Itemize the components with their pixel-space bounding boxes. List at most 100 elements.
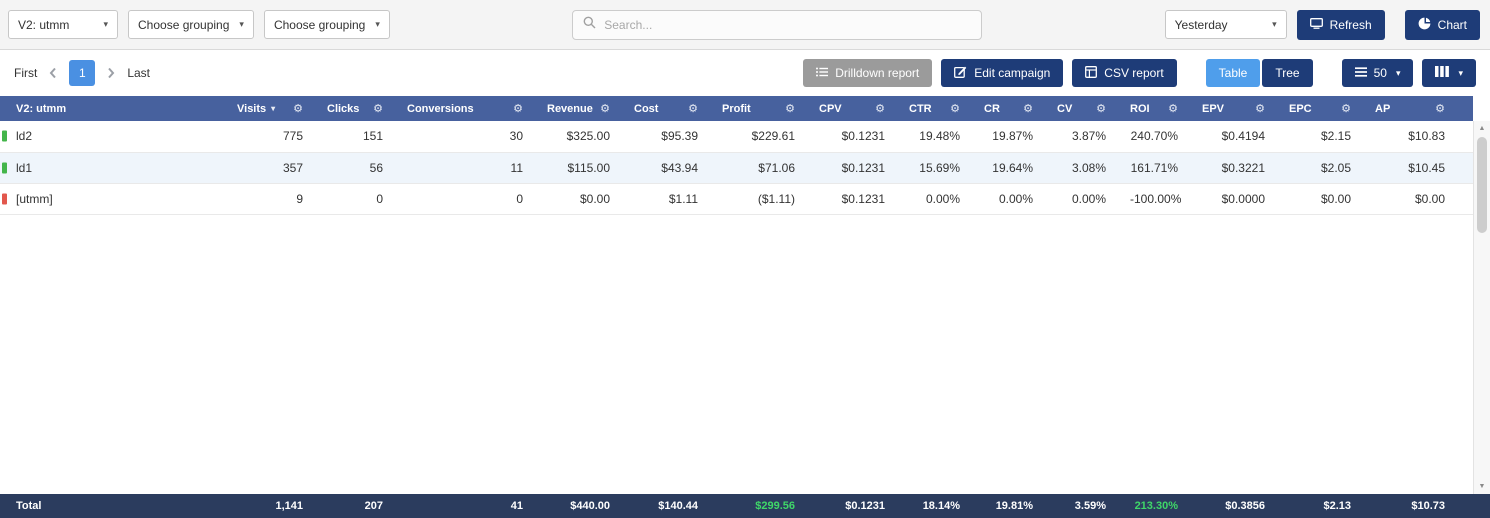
table-row[interactable]: ld2 775 151 30 $325.00 $95.39 $229.61 $0… [0, 121, 1473, 153]
grouping-select-2[interactable]: Choose grouping ▾ [263, 10, 390, 39]
scroll-down-icon[interactable]: ▼ [1478, 483, 1486, 490]
cell-profit: ($1.11) [710, 183, 807, 215]
date-range-value: Yesterday [1174, 17, 1228, 32]
total-cost: $140.44 [622, 494, 710, 518]
columns-settings-button[interactable]: ▾ [1422, 59, 1476, 87]
cell-epv: $0.4194 [1190, 121, 1277, 153]
total-cr: 19.81% [972, 494, 1045, 518]
total-profit: $299.56 [710, 494, 807, 518]
column-settings-icon[interactable]: ⚙ [1096, 103, 1106, 115]
column-settings-icon[interactable]: ⚙ [293, 103, 303, 115]
chart-button[interactable]: Chart [1404, 9, 1480, 40]
column-label: CPV [819, 102, 842, 115]
view-tree-button[interactable]: Tree [1262, 59, 1313, 87]
view-tree-label: Tree [1275, 66, 1300, 80]
search-input[interactable] [604, 17, 972, 32]
cell-cpv: $0.1231 [807, 183, 897, 215]
column-settings-icon[interactable]: ⚙ [1168, 103, 1178, 115]
cell-visits: 357 [225, 152, 315, 184]
columns-icon [1435, 66, 1450, 80]
total-ctr: 18.14% [897, 494, 972, 518]
cell-conversions: 30 [395, 121, 535, 153]
cell-clicks: 0 [315, 183, 395, 215]
row-name: ld2 [16, 129, 33, 144]
column-header-name[interactable]: V2: utmm [0, 96, 225, 121]
cell-ctr: 19.48% [897, 121, 972, 153]
pagination-last[interactable]: Last [127, 66, 151, 80]
csv-file-icon [1085, 65, 1098, 81]
column-label: Conversions [407, 102, 474, 115]
pagination-prev-icon[interactable] [46, 67, 60, 79]
column-settings-icon[interactable]: ⚙ [950, 103, 960, 115]
column-settings-icon[interactable]: ⚙ [513, 103, 523, 115]
column-settings-icon[interactable]: ⚙ [785, 103, 795, 115]
page-size-button[interactable]: 50 ▾ [1341, 59, 1414, 87]
column-settings-icon[interactable]: ⚙ [1255, 103, 1265, 115]
vertical-scrollbar[interactable]: ▲ ▼ [1473, 121, 1490, 494]
column-header-cost[interactable]: Cost ⚙ [622, 96, 710, 121]
cell-visits: 775 [225, 121, 315, 153]
cell-cr: 19.64% [972, 152, 1045, 184]
column-header-cpv[interactable]: CPV ⚙ [807, 96, 897, 121]
scrollbar-thumb[interactable] [1477, 137, 1487, 233]
table-row[interactable]: ld1 357 56 11 $115.00 $43.94 $71.06 $0.1… [0, 152, 1473, 184]
column-settings-icon[interactable]: ⚙ [1435, 103, 1445, 115]
cell-clicks: 151 [315, 121, 395, 153]
cell-cr: 0.00% [972, 183, 1045, 215]
column-header-revenue[interactable]: Revenue ⚙ [535, 96, 622, 121]
pie-chart-icon [1418, 17, 1431, 33]
status-marker-green [2, 162, 7, 173]
column-settings-icon[interactable]: ⚙ [875, 103, 885, 115]
total-epc: $2.13 [1277, 494, 1363, 518]
search-box[interactable] [572, 9, 983, 40]
row-name: ld1 [16, 160, 33, 175]
column-label: Visits [237, 102, 267, 115]
hamburger-icon [1354, 66, 1367, 80]
table-row[interactable]: [utmm] 9 0 0 $0.00 $1.11 ($1.11) $0.1231… [0, 183, 1473, 215]
column-label: CR [984, 102, 1000, 115]
column-header-clicks[interactable]: Clicks ⚙ [315, 96, 395, 121]
grouping-select-1[interactable]: Choose grouping ▾ [128, 10, 254, 39]
edit-campaign-button[interactable]: Edit campaign [941, 59, 1064, 87]
column-label: Cost [634, 102, 659, 115]
column-header-conversions[interactable]: Conversions ⚙ [395, 96, 535, 121]
view-table-button[interactable]: Table [1205, 59, 1261, 87]
pagination-page-1[interactable]: 1 [69, 60, 96, 86]
column-settings-icon[interactable]: ⚙ [1023, 103, 1033, 115]
pagination-next-icon[interactable] [104, 67, 118, 79]
column-header-cv[interactable]: CV ⚙ [1045, 96, 1118, 121]
cell-cpv: $0.1231 [807, 121, 897, 153]
column-header-ctr[interactable]: CTR ⚙ [897, 96, 972, 121]
actions-bar: First 1 Last Drilldown report Edit campa… [0, 50, 1490, 96]
column-header-cr[interactable]: CR ⚙ [972, 96, 1045, 121]
cell-visits: 9 [225, 183, 315, 215]
total-ap: $10.73 [1363, 494, 1473, 518]
column-header-epc[interactable]: EPC ⚙ [1277, 96, 1363, 121]
column-label: ROI [1130, 102, 1150, 115]
cell-revenue: $0.00 [535, 183, 622, 215]
cell-cost: $1.11 [622, 183, 710, 215]
total-scrollbar-filler [1473, 494, 1490, 518]
column-header-roi[interactable]: ROI ⚙ [1118, 96, 1190, 121]
column-header-visits[interactable]: Visits ▾ ⚙ [225, 96, 315, 121]
column-settings-icon[interactable]: ⚙ [373, 103, 383, 115]
scroll-up-icon[interactable]: ▲ [1478, 125, 1486, 132]
column-header-epv[interactable]: EPV ⚙ [1190, 96, 1277, 121]
total-epv: $0.3856 [1190, 494, 1277, 518]
pagination-first[interactable]: First [14, 66, 38, 80]
column-settings-icon[interactable]: ⚙ [600, 103, 610, 115]
report-table: V2: utmm Visits ▾ ⚙ Clicks ⚙ Conversions ⚙ R… [0, 96, 1473, 215]
column-settings-icon[interactable]: ⚙ [688, 103, 698, 115]
refresh-button[interactable]: Refresh [1296, 9, 1385, 40]
date-range-select[interactable]: Yesterday ▾ [1164, 10, 1287, 39]
drilldown-report-button[interactable]: Drilldown report [803, 59, 933, 87]
totals-row: Total 1,141 207 41 $440.00 $140.44 $299.… [0, 494, 1490, 518]
campaign-select[interactable]: V2: utmm ▾ [8, 10, 118, 39]
column-header-ap[interactable]: AP ⚙ [1363, 96, 1473, 121]
cell-ap: $10.45 [1363, 152, 1473, 184]
cell-cv: 3.08% [1045, 152, 1118, 184]
column-header-profit[interactable]: Profit ⚙ [710, 96, 807, 121]
column-settings-icon[interactable]: ⚙ [1341, 103, 1351, 115]
csv-report-button[interactable]: CSV report [1072, 59, 1177, 87]
edit-pencil-icon [954, 65, 967, 81]
